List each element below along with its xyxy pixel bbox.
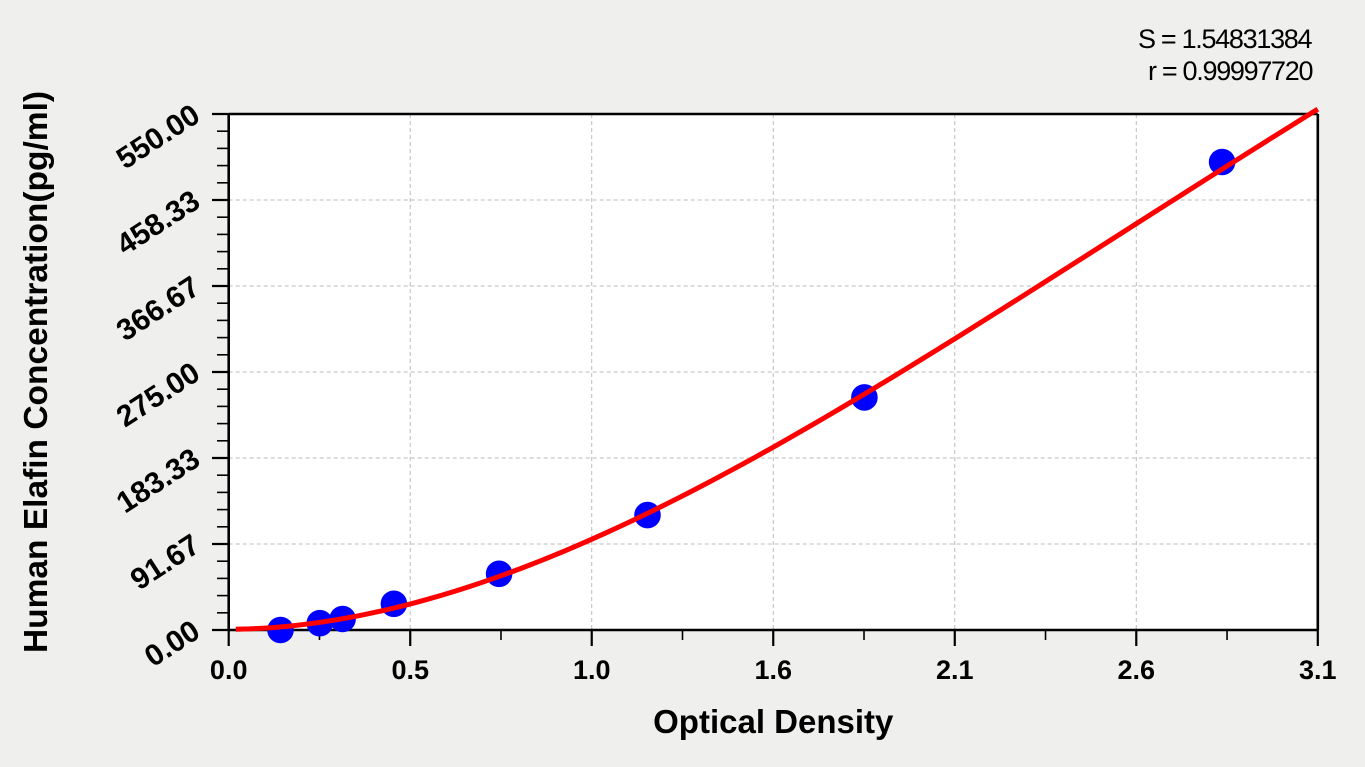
svg-text:0.0: 0.0 — [210, 655, 248, 685]
svg-text:1.0: 1.0 — [573, 655, 611, 685]
svg-text:Human Elafin Concentration(pg/: Human Elafin Concentration(pg/ml) — [18, 91, 55, 653]
svg-text:2.1: 2.1 — [936, 655, 974, 685]
svg-text:0.5: 0.5 — [391, 655, 429, 685]
svg-text:3.1: 3.1 — [1299, 655, 1337, 685]
svg-text:1.6: 1.6 — [754, 655, 792, 685]
svg-text:S = 1.54831384: S = 1.54831384 — [1138, 24, 1313, 54]
svg-text:2.6: 2.6 — [1118, 655, 1156, 685]
svg-text:r = 0.99997720: r = 0.99997720 — [1148, 56, 1312, 86]
svg-text:Optical Density: Optical Density — [653, 703, 894, 740]
